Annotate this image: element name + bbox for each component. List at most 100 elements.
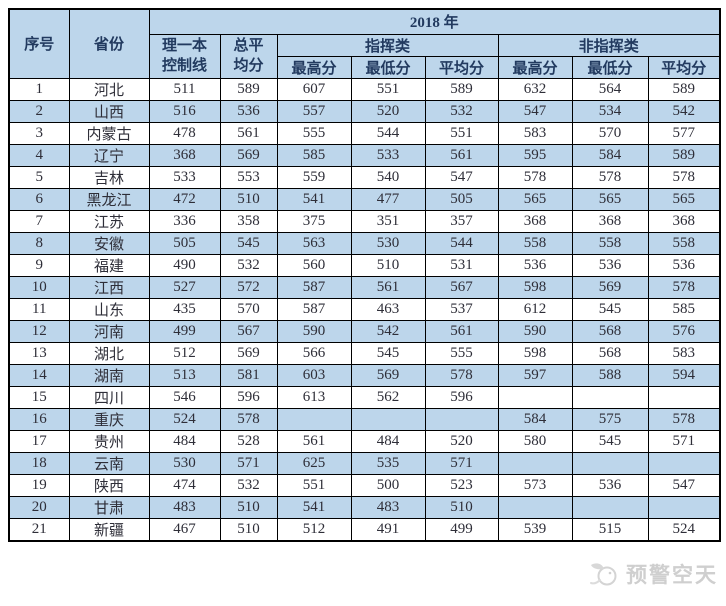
command-min-score <box>350 407 426 431</box>
admission-scores-table: 序号 省份 2018 年 理一本 控制线 总平 均分 指挥类 非指挥类 最高分 … <box>8 8 722 542</box>
command-max-score: 551 <box>276 473 352 497</box>
command-average-score: 520 <box>424 429 499 453</box>
total-average-score: 581 <box>219 363 278 387</box>
noncommand-min-score: 564 <box>571 77 649 101</box>
noncommand-average-score: 542 <box>647 99 721 123</box>
header-noncommand-min: 最低分 <box>571 55 649 79</box>
command-max-score: 590 <box>276 319 352 343</box>
noncommand-min-score: 569 <box>571 275 649 299</box>
command-max-score: 555 <box>276 121 352 145</box>
row-number: 9 <box>8 253 70 277</box>
table-body: 1 河北 511 589 607 551 589 632 564 589 2 山西 516 536 557 5… <box>8 77 721 541</box>
noncommand-average-score <box>647 495 721 519</box>
command-min-score: 540 <box>350 165 426 189</box>
province-name: 福建 <box>68 253 150 277</box>
row-number: 14 <box>8 363 70 387</box>
noncommand-min-score: 536 <box>571 253 649 277</box>
command-min-score: 551 <box>350 77 426 101</box>
row-number: 4 <box>8 143 70 167</box>
noncommand-min-score: 534 <box>571 99 649 123</box>
command-max-score: 560 <box>276 253 352 277</box>
province-name: 云南 <box>68 451 150 475</box>
table-row: 4 辽宁 368 569 585 533 561 595 584 589 <box>8 143 721 167</box>
control-line-score: 336 <box>148 209 221 233</box>
row-number: 21 <box>8 517 70 541</box>
command-min-score: 545 <box>350 341 426 365</box>
noncommand-average-score: 578 <box>647 407 721 431</box>
row-number: 16 <box>8 407 70 431</box>
province-name: 陕西 <box>68 473 150 497</box>
header-seq: 序号 <box>8 8 70 79</box>
command-min-score: 484 <box>350 429 426 453</box>
noncommand-max-score: 598 <box>497 341 573 365</box>
command-min-score: 463 <box>350 297 426 321</box>
noncommand-max-score: 583 <box>497 121 573 145</box>
province-name: 内蒙古 <box>68 121 150 145</box>
row-number: 5 <box>8 165 70 189</box>
noncommand-min-score: 578 <box>571 165 649 189</box>
province-name: 河北 <box>68 77 150 101</box>
command-max-score: 375 <box>276 209 352 233</box>
command-average-score: 357 <box>424 209 499 233</box>
command-average-score <box>424 407 499 431</box>
row-number: 6 <box>8 187 70 211</box>
row-number: 15 <box>8 385 70 409</box>
header-total-average-top: 总平 <box>233 38 264 54</box>
province-name: 辽宁 <box>68 143 150 167</box>
total-average-score: 536 <box>219 99 278 123</box>
row-number: 18 <box>8 451 70 475</box>
province-name: 吉林 <box>68 165 150 189</box>
noncommand-min-score <box>571 495 649 519</box>
total-average-score: 572 <box>219 275 278 299</box>
province-name: 重庆 <box>68 407 150 431</box>
total-average-score: 553 <box>219 165 278 189</box>
watermark: 预警空天 <box>588 556 718 592</box>
noncommand-min-score: 570 <box>571 121 649 145</box>
table-row: 10 江西 527 572 587 561 567 598 569 578 <box>8 275 721 299</box>
total-average-score: 571 <box>219 451 278 475</box>
control-line-score: 474 <box>148 473 221 497</box>
command-max-score: 512 <box>276 517 352 541</box>
command-max-score: 559 <box>276 165 352 189</box>
noncommand-average-score: 576 <box>647 319 721 343</box>
noncommand-min-score <box>571 451 649 475</box>
total-average-score: 532 <box>219 253 278 277</box>
province-name: 贵州 <box>68 429 150 453</box>
noncommand-average-score <box>647 385 721 409</box>
table-row: 7 江苏 336 358 375 351 357 368 368 368 <box>8 209 721 233</box>
row-number: 11 <box>8 297 70 321</box>
noncommand-max-score: 632 <box>497 77 573 101</box>
header-command-avg: 平均分 <box>424 55 499 79</box>
command-average-score: 532 <box>424 99 499 123</box>
row-number: 10 <box>8 275 70 299</box>
noncommand-average-score: 368 <box>647 209 721 233</box>
command-max-score: 561 <box>276 429 352 453</box>
noncommand-average-score: 578 <box>647 275 721 299</box>
total-average-score: 510 <box>219 517 278 541</box>
total-average-score: 532 <box>219 473 278 497</box>
noncommand-max-score: 578 <box>497 165 573 189</box>
command-average-score: 510 <box>424 495 499 519</box>
row-number: 7 <box>8 209 70 233</box>
command-min-score: 510 <box>350 253 426 277</box>
row-number: 1 <box>8 77 70 101</box>
noncommand-average-score: 589 <box>647 143 721 167</box>
command-average-score: 505 <box>424 187 499 211</box>
control-line-score: 490 <box>148 253 221 277</box>
noncommand-min-score: 588 <box>571 363 649 387</box>
command-min-score: 500 <box>350 473 426 497</box>
table-row: 5 吉林 533 553 559 540 547 578 578 578 <box>8 165 721 189</box>
table-row: 14 湖南 513 581 603 569 578 597 588 594 <box>8 363 721 387</box>
command-min-score: 544 <box>350 121 426 145</box>
noncommand-average-score: 558 <box>647 231 721 255</box>
province-name: 湖北 <box>68 341 150 365</box>
watermark-text: 预警空天 <box>626 564 718 587</box>
noncommand-max-score: 584 <box>497 407 573 431</box>
province-name: 江苏 <box>68 209 150 233</box>
total-average-score: 569 <box>219 341 278 365</box>
command-min-score: 533 <box>350 143 426 167</box>
noncommand-max-score <box>497 451 573 475</box>
noncommand-max-score <box>497 385 573 409</box>
command-min-score: 483 <box>350 495 426 519</box>
